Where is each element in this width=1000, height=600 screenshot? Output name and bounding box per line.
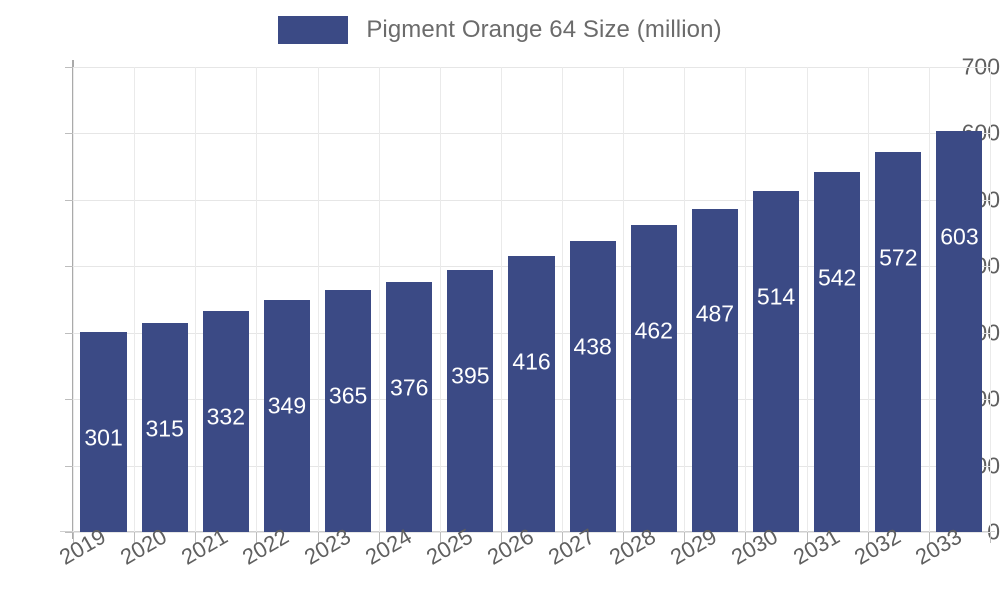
gridline-x-2 (195, 67, 196, 532)
bar-2026[interactable] (508, 255, 555, 532)
bar-2029[interactable] (691, 208, 738, 532)
x-tick-mark-2023 (317, 532, 319, 543)
bar-2023[interactable] (325, 289, 372, 532)
x-tick-mark-2025 (439, 532, 441, 543)
bar-2022[interactable] (263, 300, 311, 532)
gridline-x-12 (807, 67, 808, 532)
x-tick-mark-2019 (73, 532, 74, 543)
y-tick-mark-500 (65, 199, 73, 201)
plot-area (73, 67, 991, 533)
gridline-x-1 (134, 67, 135, 532)
gridline-x-4 (318, 67, 319, 532)
x-tick-mark-2032 (867, 532, 869, 543)
gridline-y-0 (73, 532, 990, 533)
y-tick-mark-100 (65, 465, 73, 467)
x-tick-mark-end (990, 532, 991, 543)
x-tick-mark-2020 (134, 532, 136, 543)
gridline-x-14 (929, 67, 930, 532)
x-tick-mark-2027 (562, 532, 564, 543)
bar-2024[interactable] (386, 282, 433, 532)
chart-legend: Pigment Orange 64 Size (million) (0, 0, 1000, 60)
x-tick-mark-2029 (684, 532, 686, 543)
gridline-x-3 (256, 67, 257, 532)
y-tick-mark-0 (65, 532, 73, 533)
y-tick-mark-700 (65, 67, 73, 68)
gridline-x-10 (684, 67, 685, 532)
gridline-x-5 (379, 67, 380, 532)
gridline-x-13 (868, 67, 869, 532)
gridline-x-0 (73, 67, 74, 532)
bar-2028[interactable] (630, 225, 677, 532)
y-tick-label-700: 700 (961, 53, 1000, 80)
gridline-x-11 (745, 67, 746, 532)
gridline-x-8 (562, 67, 563, 532)
bar-2021[interactable] (202, 311, 249, 532)
bar-2030[interactable] (752, 190, 800, 532)
y-tick-mark-400 (65, 266, 73, 268)
legend-item-series-1[interactable]: Pigment Orange 64 Size (million) (278, 16, 722, 44)
y-tick-mark-300 (65, 332, 73, 334)
x-tick-mark-2030 (745, 532, 747, 543)
bar-2020[interactable] (141, 322, 188, 532)
y-tick-mark-200 (65, 399, 73, 401)
x-tick-mark-2026 (500, 532, 502, 543)
x-tick-mark-2033 (928, 532, 930, 543)
gridline-x-6 (440, 67, 441, 532)
bar-2027[interactable] (569, 241, 616, 532)
y-tick-mark-600 (65, 133, 73, 135)
legend-label-series-1: Pigment Orange 64 Size (million) (366, 16, 722, 43)
gridline-y-500 (73, 199, 990, 201)
bar-2031[interactable] (814, 171, 861, 532)
x-tick-mark-2024 (378, 532, 380, 543)
gridline-y-700 (73, 67, 990, 68)
gridline-x-15 (990, 67, 991, 532)
gridline-x-9 (623, 67, 624, 532)
x-tick-mark-2022 (256, 532, 258, 543)
gridline-y-600 (73, 133, 990, 135)
legend-swatch-series-1 (278, 16, 349, 44)
gridline-x-7 (501, 67, 502, 532)
x-tick-mark-2028 (623, 532, 625, 543)
bar-2032[interactable] (875, 152, 922, 532)
x-tick-mark-2021 (195, 532, 197, 543)
bar-2019[interactable] (80, 332, 127, 532)
x-tick-mark-2031 (806, 532, 808, 543)
bar-2025[interactable] (447, 269, 494, 532)
bar-2033[interactable] (936, 131, 983, 532)
